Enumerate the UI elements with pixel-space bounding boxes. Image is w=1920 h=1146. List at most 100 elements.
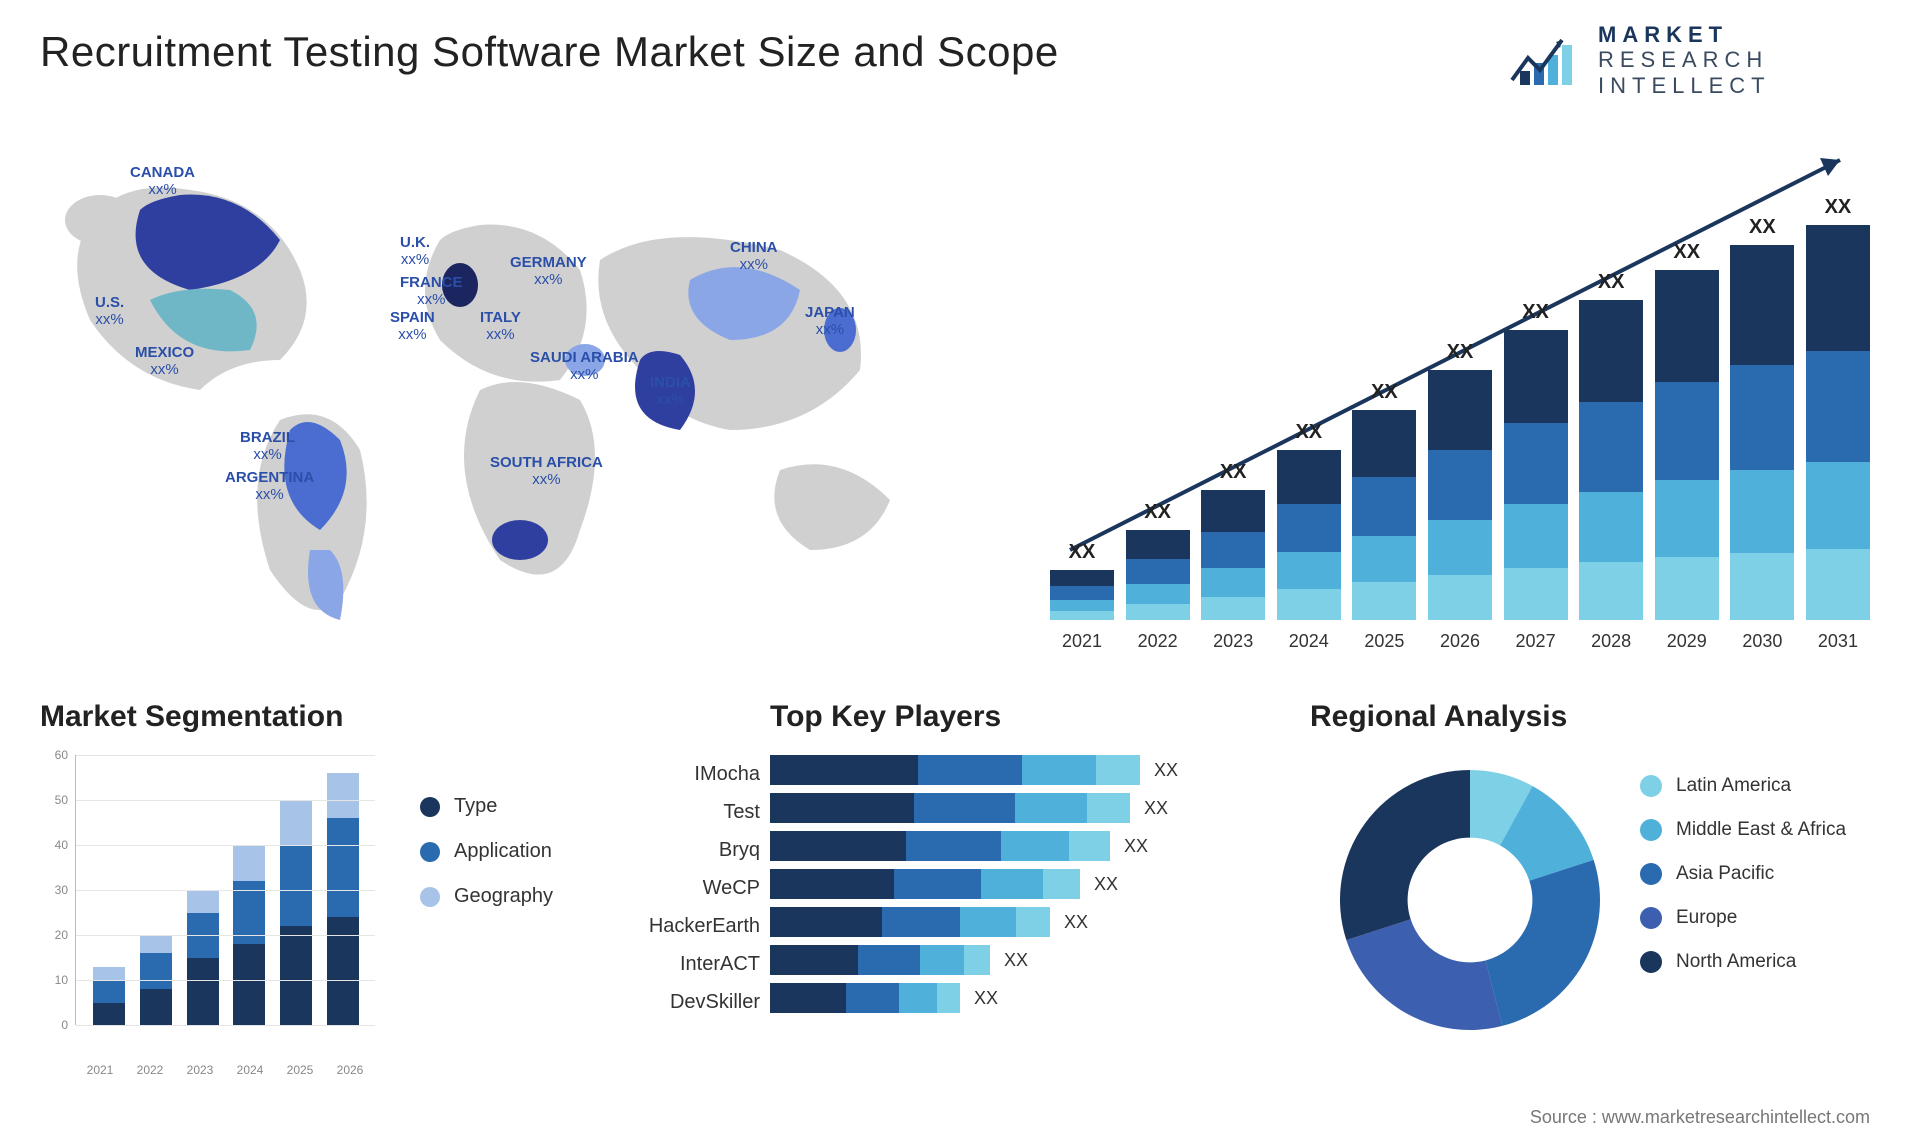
donut-slice — [1340, 770, 1470, 940]
growth-bar-value: XX — [1447, 341, 1474, 364]
logo-mark-icon — [1510, 30, 1580, 90]
kp-bar-value: XX — [1144, 798, 1168, 819]
growth-x-label: 2024 — [1277, 631, 1341, 652]
kp-name: Test — [630, 793, 760, 831]
key-players-bars: XX XX XX XX XX XX XX — [770, 755, 1290, 1021]
seg-x-label: 2022 — [134, 1063, 166, 1077]
seg-legend-item: Type — [420, 795, 553, 818]
growth-bar: XX — [1504, 301, 1568, 620]
seg-y-label: 60 — [40, 748, 68, 762]
growth-bar-value: XX — [1295, 421, 1322, 444]
kp-bar-row: XX — [770, 869, 1290, 899]
map-label: ARGENTINAxx% — [225, 470, 314, 503]
seg-x-label: 2024 — [234, 1063, 266, 1077]
growth-x-label: 2021 — [1050, 631, 1114, 652]
seg-bar — [280, 800, 312, 1025]
growth-bar-value: XX — [1825, 196, 1852, 219]
kp-bar-value: XX — [1064, 912, 1088, 933]
map-label: SPAINxx% — [390, 310, 435, 343]
key-players-names: IMochaTestBryqWeCPHackerEarthInterACTDev… — [630, 755, 760, 1021]
regional-legend-item: Latin America — [1640, 775, 1846, 797]
source-label: Source : www.marketresearchintellect.com — [1530, 1107, 1870, 1128]
kp-name: Bryq — [630, 831, 760, 869]
kp-name: IMocha — [630, 755, 760, 793]
growth-x-label: 2029 — [1655, 631, 1719, 652]
map-label: ITALYxx% — [480, 310, 521, 343]
growth-bar-value: XX — [1371, 381, 1398, 404]
map-label: SAUDI ARABIAxx% — [530, 350, 639, 383]
map-label: BRAZILxx% — [240, 430, 295, 463]
map-label: FRANCExx% — [400, 275, 463, 308]
page-title: Recruitment Testing Software Market Size… — [40, 28, 1059, 76]
growth-bar-value: XX — [1598, 271, 1625, 294]
kp-name: InterACT — [630, 945, 760, 983]
kp-bar-value: XX — [974, 988, 998, 1009]
brand-logo: MARKET RESEARCH INTELLECT — [1510, 20, 1870, 100]
seg-bar — [187, 890, 219, 1025]
segmentation-legend: TypeApplicationGeography — [420, 795, 553, 930]
logo-line1: MARKET — [1598, 22, 1771, 47]
kp-bar-row: XX — [770, 755, 1290, 785]
seg-y-label: 10 — [40, 973, 68, 987]
map-label: INDIAxx% — [650, 375, 691, 408]
map-label: MEXICOxx% — [135, 345, 194, 378]
map-label: U.S.xx% — [95, 295, 124, 328]
seg-y-label: 30 — [40, 883, 68, 897]
kp-bar-row: XX — [770, 831, 1290, 861]
growth-bar-value: XX — [1522, 301, 1549, 324]
world-map-svg — [40, 130, 955, 670]
growth-x-label: 2028 — [1579, 631, 1643, 652]
map-label: SOUTH AFRICAxx% — [490, 455, 603, 488]
growth-bar: XX — [1126, 501, 1190, 620]
growth-bar: XX — [1428, 341, 1492, 620]
growth-bar: XX — [1579, 271, 1643, 620]
map-label: CANADAxx% — [130, 165, 195, 198]
regional-legend-item: Middle East & Africa — [1640, 819, 1846, 841]
seg-bar — [93, 967, 125, 1026]
growth-bar: XX — [1277, 421, 1341, 620]
regional-section: Regional Analysis Latin America Middle Ea… — [1310, 700, 1870, 1080]
kp-bar-row: XX — [770, 907, 1290, 937]
seg-x-label: 2025 — [284, 1063, 316, 1077]
kp-bar-value: XX — [1154, 760, 1178, 781]
regional-legend-item: Europe — [1640, 907, 1846, 929]
segmentation-title: Market Segmentation — [40, 700, 660, 734]
growth-x-label: 2026 — [1428, 631, 1492, 652]
growth-x-label: 2022 — [1126, 631, 1190, 652]
kp-bar-row: XX — [770, 983, 1290, 1013]
growth-x-label: 2030 — [1730, 631, 1794, 652]
seg-y-label: 0 — [40, 1018, 68, 1032]
map-label: U.K.xx% — [400, 235, 430, 268]
regional-legend: Latin AmericaMiddle East & AfricaAsia Pa… — [1640, 775, 1846, 995]
growth-bar: XX — [1730, 216, 1794, 620]
donut-slice — [1346, 919, 1502, 1030]
key-players-title: Top Key Players — [770, 700, 1310, 734]
seg-legend-item: Geography — [420, 885, 553, 908]
segmentation-chart: 202120222023202420252026 0102030405060 — [40, 755, 390, 1055]
growth-x-label: 2023 — [1201, 631, 1265, 652]
growth-bar-value: XX — [1220, 461, 1247, 484]
seg-y-label: 40 — [40, 838, 68, 852]
regional-donut-chart — [1330, 760, 1610, 1040]
regional-title: Regional Analysis — [1310, 700, 1870, 734]
growth-bar: XX — [1655, 241, 1719, 620]
logo-line3: INTELLECT — [1598, 73, 1771, 98]
growth-bar-value: XX — [1749, 216, 1776, 239]
growth-bar: XX — [1201, 461, 1265, 620]
seg-bar — [327, 773, 359, 1025]
growth-bar: XX — [1806, 196, 1870, 620]
segmentation-section: Market Segmentation 20212022202320242025… — [40, 700, 660, 1080]
growth-x-label: 2031 — [1806, 631, 1870, 652]
seg-x-label: 2026 — [334, 1063, 366, 1077]
map-label: GERMANYxx% — [510, 255, 587, 288]
seg-y-label: 50 — [40, 793, 68, 807]
kp-name: WeCP — [630, 869, 760, 907]
growth-bar-value: XX — [1069, 541, 1096, 564]
key-players-section: Top Key Players IMochaTestBryqWeCPHacker… — [770, 700, 1310, 1080]
logo-line2: RESEARCH — [1598, 47, 1771, 72]
kp-bar-value: XX — [1094, 874, 1118, 895]
kp-name: DevSkiller — [630, 983, 760, 1021]
seg-x-label: 2021 — [84, 1063, 116, 1077]
kp-bar-row: XX — [770, 945, 1290, 975]
seg-y-label: 20 — [40, 928, 68, 942]
